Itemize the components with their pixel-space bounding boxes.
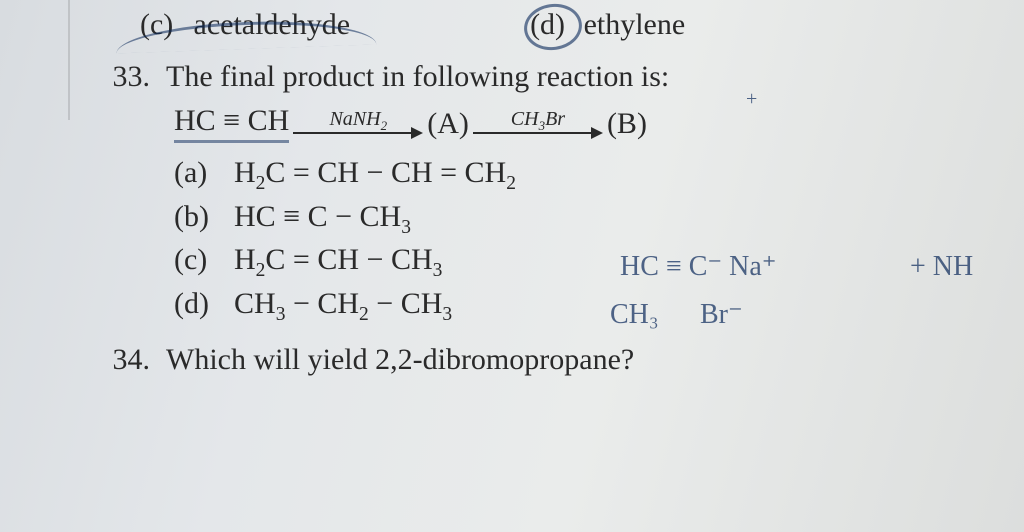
option-label: (c) [174, 238, 222, 282]
option-c-acetaldehyde: (c) acetaldehyde [140, 8, 350, 42]
option-formula: HC ≡ C − CH3 [234, 195, 411, 239]
question-34: 34. Which will yield 2,2-dibromopropane? [100, 343, 984, 377]
page-content: (c) acetaldehyde (d) ethylene 33. The fi… [0, 0, 1024, 532]
reaction-scheme: HC ≡ CH NaNH2 (A) CH3Br (B) [100, 104, 984, 143]
option-text: ethylene [584, 8, 686, 41]
option-formula: H2C = CH − CH3 [234, 238, 442, 282]
question-text: Which will yield 2,2-dibromopropane? [166, 343, 634, 377]
product-b: (B) [607, 107, 647, 141]
option-label: (a) [174, 151, 222, 195]
option-c: (c) H2C = CH − CH3 [174, 238, 984, 282]
option-label: (b) [174, 195, 222, 239]
reagent-1: NaNH2 [329, 109, 387, 129]
option-b: (b) HC ≡ C − CH3 [174, 195, 984, 239]
prev-question-options: (c) acetaldehyde (d) ethylene [100, 8, 984, 42]
option-a: (a) H2C = CH − CH = CH2 [174, 151, 984, 195]
option-text: acetaldehyde [194, 8, 351, 41]
option-label: (d) [530, 8, 576, 42]
arrow-1: NaNH2 [293, 109, 423, 139]
answer-options: (a) H2C = CH − CH = CH2 (b) HC ≡ C − CH3… [100, 151, 984, 325]
reagent-2: CH3Br [511, 109, 565, 129]
option-label: (d) [174, 282, 222, 326]
question-text: The final product in following reaction … [166, 60, 984, 94]
option-formula: H2C = CH − CH = CH2 [234, 151, 516, 195]
option-label: (c) [140, 8, 186, 42]
reactant: HC ≡ CH [174, 104, 289, 143]
question-number: 34. [100, 343, 150, 377]
arrow-2: CH3Br [473, 109, 603, 139]
intermediate-a: (A) [427, 107, 469, 141]
question-number: 33. [100, 60, 150, 94]
question-33: 33. The final product in following react… [100, 60, 984, 94]
option-d-ethylene: (d) ethylene [530, 8, 685, 42]
option-d: (d) CH3 − CH2 − CH3 [174, 282, 984, 326]
option-formula: CH3 − CH2 − CH3 [234, 282, 452, 326]
